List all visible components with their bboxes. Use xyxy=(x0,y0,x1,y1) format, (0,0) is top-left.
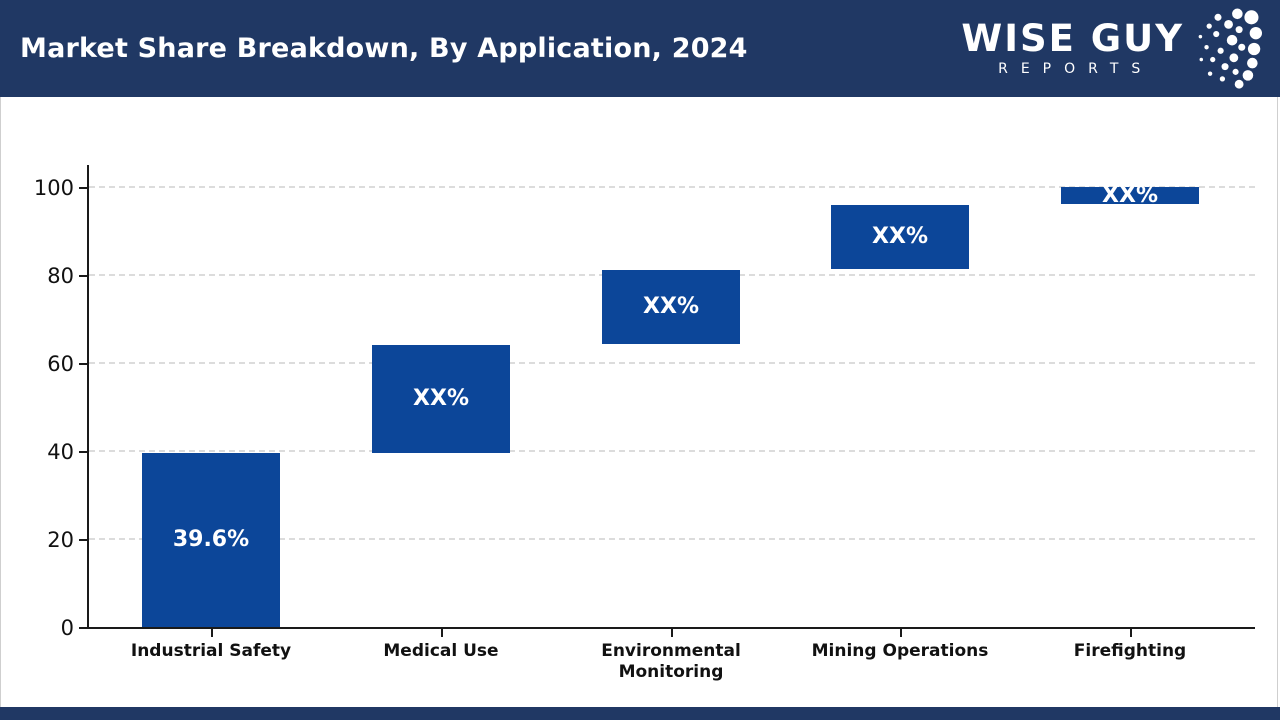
bar-value-label-mining-operations: XX% xyxy=(872,223,928,249)
x-tick-label-industrial-safety: Industrial Safety xyxy=(130,641,292,661)
bar-firefighting: XX% xyxy=(1061,182,1199,208)
bar-value-label-industrial-safety: 39.6% xyxy=(172,526,250,552)
y-tick-40 xyxy=(79,451,87,453)
y-axis-line xyxy=(87,165,89,629)
gridline-20 xyxy=(89,538,1255,540)
y-tick-0 xyxy=(79,627,87,629)
bar-value-label-firefighting: XX% xyxy=(1102,182,1158,208)
bar-medical-use: XX% xyxy=(372,344,510,453)
gridline-100 xyxy=(89,186,1255,188)
bar-value-label-medical-use: XX% xyxy=(413,385,469,411)
header-bar: Market Share Breakdown, By Application, … xyxy=(0,0,1280,97)
x-tick-label-environmental-monitoring: Environmental Monitoring xyxy=(601,641,741,683)
bar-mining-operations: XX% xyxy=(831,205,969,269)
y-tick-20 xyxy=(79,539,87,541)
gridline-60 xyxy=(89,362,1255,364)
logo-wordmark: WISE GUY xyxy=(961,17,1184,60)
footer-bar xyxy=(0,707,1280,720)
logo-head-icon xyxy=(1198,8,1262,89)
y-tick-label-100: 100 xyxy=(33,176,74,200)
x-tick-firefighting xyxy=(1130,629,1132,637)
y-tick-80 xyxy=(79,275,87,277)
x-tick-industrial-safety xyxy=(211,629,213,637)
bar-environmental-monitoring: XX% xyxy=(602,269,740,344)
y-tick-60 xyxy=(79,363,87,365)
bar-value-label-environmental-monitoring: XX% xyxy=(643,293,699,319)
x-tick-mining-operations xyxy=(900,629,902,637)
y-tick-label-60: 60 xyxy=(47,352,74,376)
x-tick-label-medical-use: Medical Use xyxy=(383,641,499,661)
x-tick-medical-use xyxy=(441,629,443,637)
y-tick-100 xyxy=(79,187,87,189)
wiseguy-logo: WISE GUY REPORTS xyxy=(961,5,1266,93)
bar-industrial-safety: 39.6% xyxy=(142,452,280,627)
y-tick-label-80: 80 xyxy=(47,264,74,288)
x-tick-label-mining-operations: Mining Operations xyxy=(811,641,989,661)
logo-subtext: REPORTS xyxy=(998,61,1154,77)
x-axis-line xyxy=(87,627,1255,629)
x-tick-label-firefighting: Firefighting xyxy=(1073,641,1187,661)
chart-title: Market Share Breakdown, By Application, … xyxy=(20,33,748,64)
gridline-40 xyxy=(89,450,1255,452)
x-tick-environmental-monitoring xyxy=(671,629,673,637)
y-tick-label-0: 0 xyxy=(60,616,74,640)
y-tick-label-40: 40 xyxy=(47,440,74,464)
y-tick-label-20: 20 xyxy=(47,528,74,552)
